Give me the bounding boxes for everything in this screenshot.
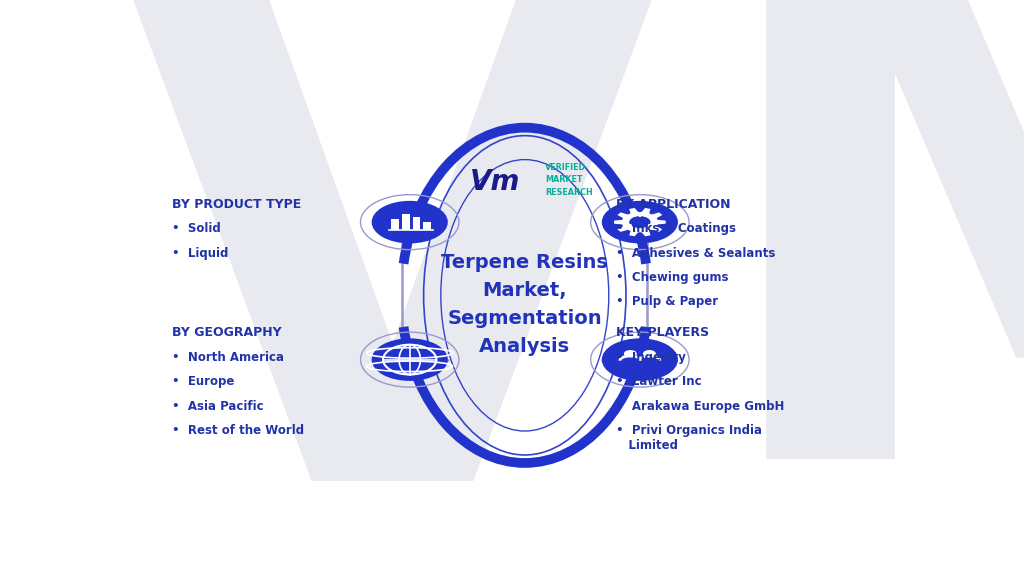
Circle shape	[629, 216, 650, 228]
Text: •  Pulp & Paper: • Pulp & Paper	[616, 295, 718, 308]
Text: VERIFIED
MARKET
RESEARCH: VERIFIED MARKET RESEARCH	[546, 163, 593, 197]
Text: Terpene Resins
Market,
Segmentation
Analysis: Terpene Resins Market, Segmentation Anal…	[441, 253, 608, 356]
Text: Μ: Μ	[699, 0, 1024, 576]
Text: BY GEOGRAPHY: BY GEOGRAPHY	[172, 327, 282, 339]
Text: •  Liquid: • Liquid	[172, 247, 228, 260]
Text: •  Europe: • Europe	[172, 375, 234, 388]
Text: Vm: Vm	[470, 168, 520, 196]
Polygon shape	[614, 208, 666, 236]
Circle shape	[624, 350, 637, 357]
Text: •  Asia Pacific: • Asia Pacific	[172, 400, 263, 412]
Text: BY PRODUCT TYPE: BY PRODUCT TYPE	[172, 198, 301, 211]
Text: •  Adhesives & Sealants: • Adhesives & Sealants	[616, 247, 775, 260]
Bar	[402, 214, 410, 230]
Circle shape	[602, 338, 678, 381]
Text: •  Solid: • Solid	[172, 222, 220, 235]
Circle shape	[372, 338, 447, 381]
Text: KEY PLAYERS: KEY PLAYERS	[616, 327, 710, 339]
Text: •  Chewing gums: • Chewing gums	[616, 271, 728, 284]
Bar	[424, 222, 431, 230]
Circle shape	[643, 350, 655, 357]
Circle shape	[602, 201, 678, 244]
Text: •  Rest of the World: • Rest of the World	[172, 424, 304, 437]
Text: •  Ingevity: • Ingevity	[616, 351, 686, 364]
Text: BY APPLICATION: BY APPLICATION	[616, 198, 730, 211]
Text: V: V	[113, 0, 671, 576]
Text: •  Inks & Coatings: • Inks & Coatings	[616, 222, 736, 235]
Circle shape	[372, 201, 447, 244]
Text: •  Arakawa Europe GmbH: • Arakawa Europe GmbH	[616, 400, 784, 412]
Bar	[413, 218, 421, 230]
Text: •  North America: • North America	[172, 351, 284, 364]
Text: •  Lawter Inc: • Lawter Inc	[616, 375, 701, 388]
Bar	[391, 218, 399, 230]
Text: •  Privi Organics India
   Limited: • Privi Organics India Limited	[616, 424, 762, 452]
